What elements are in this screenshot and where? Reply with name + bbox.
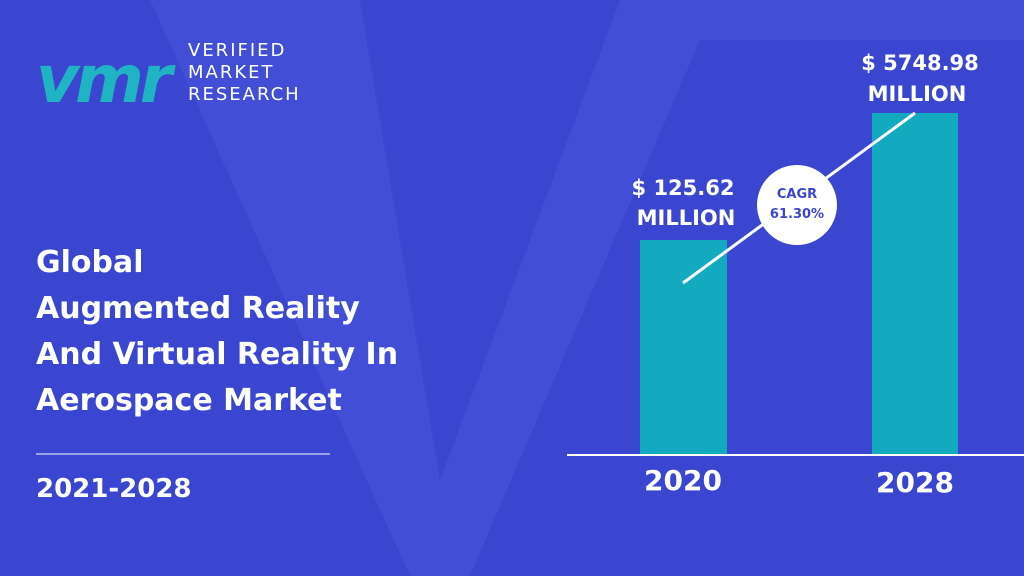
title-line: Aerospace Market	[36, 383, 342, 418]
bar-value-label: MILLION	[868, 82, 967, 106]
year-label: 2028	[876, 466, 954, 499]
logo-text: MARKET	[188, 62, 275, 83]
bar	[640, 240, 727, 455]
bar-value-label: MILLION	[637, 206, 736, 230]
title-line: And Virtual Reality In	[36, 337, 398, 372]
bar	[872, 113, 958, 455]
title-line: Global	[36, 245, 144, 280]
year-label: 2020	[644, 464, 722, 497]
logo-text: VERIFIED	[188, 40, 286, 61]
cagr-label: CAGR	[777, 187, 817, 202]
title-line: Augmented Reality	[36, 291, 360, 326]
period: 2021-2028	[36, 474, 192, 504]
cagr-value: 61.30%	[770, 207, 824, 222]
bar-value-label: $ 5748.98	[861, 51, 979, 75]
cagr-badge	[757, 165, 837, 245]
logo-mark: vmr	[36, 41, 176, 118]
logo-text: RESEARCH	[188, 84, 301, 105]
background-v	[150, 0, 1024, 576]
bar-value-label: $ 125.62	[632, 176, 735, 200]
